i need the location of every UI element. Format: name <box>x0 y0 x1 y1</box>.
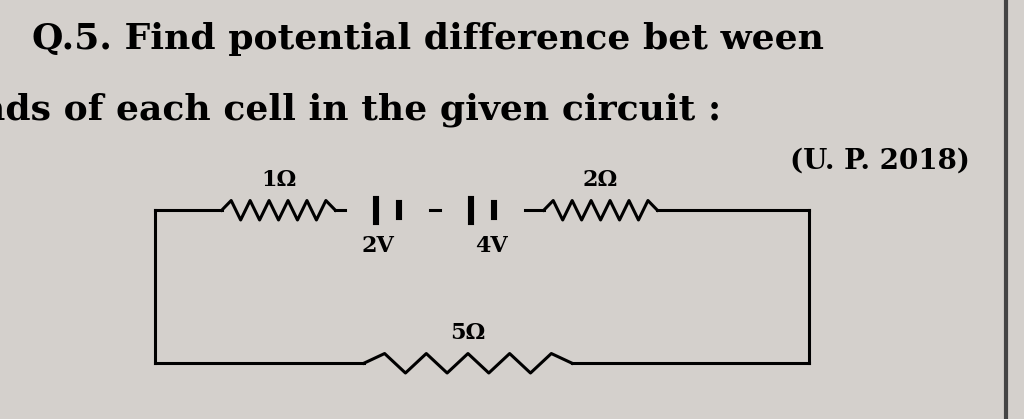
Text: 1Ω: 1Ω <box>261 169 296 191</box>
Text: 4V: 4V <box>475 235 508 256</box>
Text: (U. P. 2018): (U. P. 2018) <box>791 147 970 175</box>
Text: 2Ω: 2Ω <box>583 169 618 191</box>
Text: ends of each cell in the given circuit :: ends of each cell in the given circuit : <box>0 92 722 127</box>
Text: 2V: 2V <box>361 235 394 256</box>
Text: 5Ω: 5Ω <box>451 322 485 344</box>
Text: Q.5. Find potential difference bet ween: Q.5. Find potential difference bet ween <box>33 23 824 57</box>
